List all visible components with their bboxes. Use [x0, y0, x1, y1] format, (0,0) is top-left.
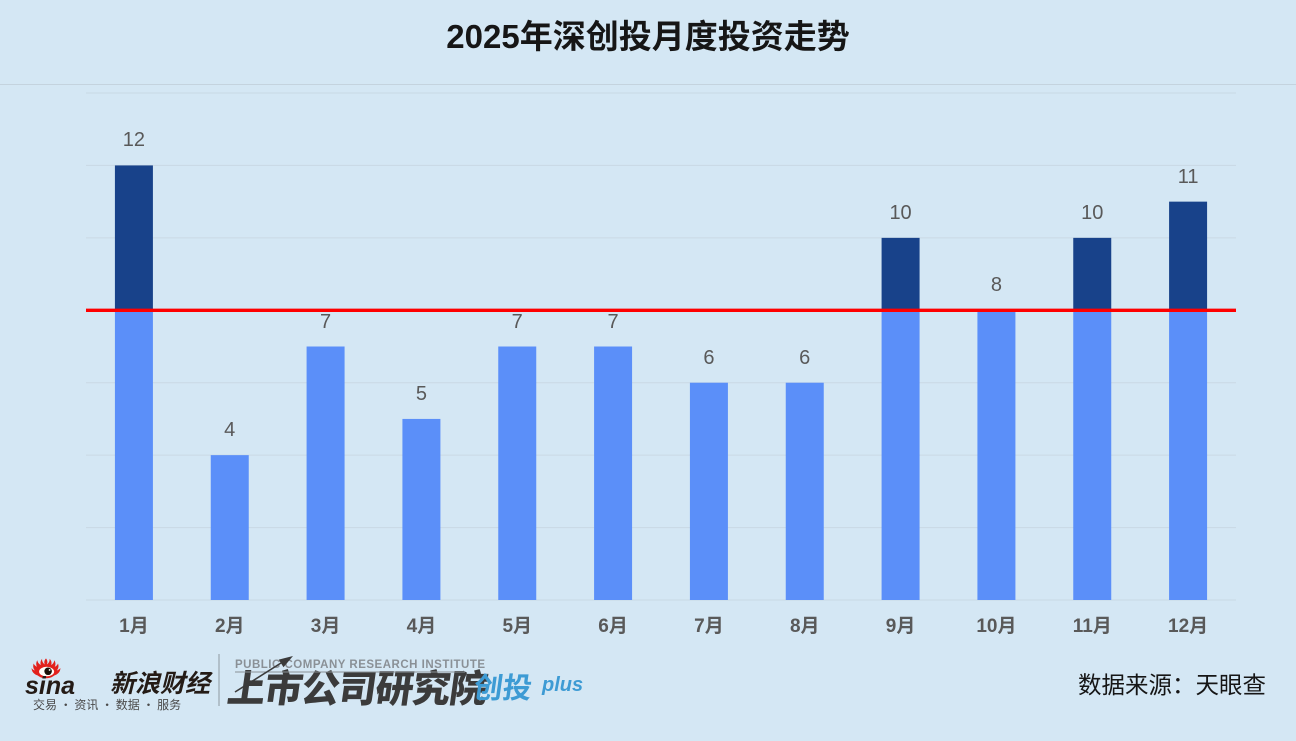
svg-text:plus: plus [541, 674, 583, 696]
svg-text:交易 · 资讯 · 数据 · 服务: 交易 · 资讯 · 数据 · 服务 [33, 696, 181, 712]
svg-text:创投: 创投 [471, 665, 535, 707]
svg-text:新浪财经: 新浪财经 [110, 664, 213, 700]
